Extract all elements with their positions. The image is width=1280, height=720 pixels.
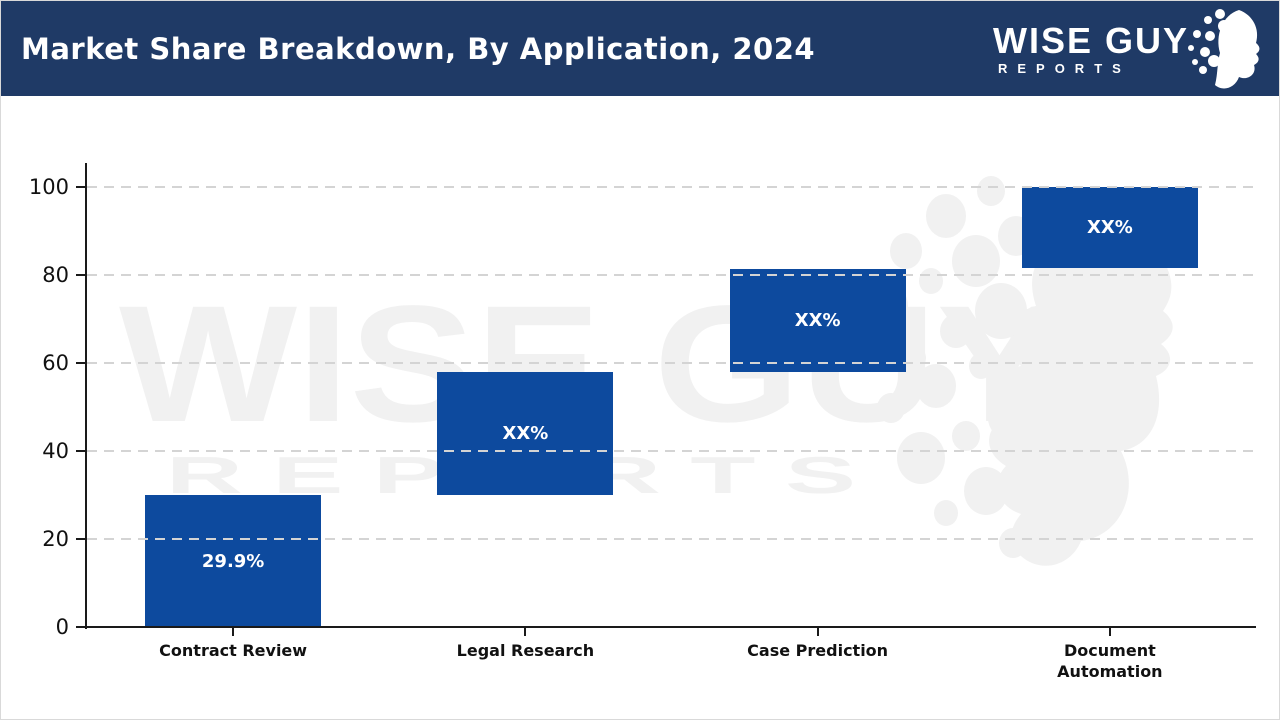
y-axis-line	[85, 163, 87, 629]
gridline-80	[87, 274, 1256, 276]
x-axis-label-0: Contract Review	[159, 641, 308, 660]
bar-document-automation: XX%	[1021, 187, 1198, 269]
x-axis-label-1: Legal Research	[456, 641, 595, 660]
logo-wordmark: WISE GUY	[992, 19, 1189, 61]
bar-value-label: XX%	[794, 309, 841, 331]
x-tick-3	[1108, 628, 1111, 636]
y-tick-40	[76, 450, 85, 452]
y-tick-20	[76, 538, 85, 540]
x-axis-line	[85, 626, 1256, 628]
x-tick-1	[524, 628, 527, 636]
x-tick-0	[232, 628, 235, 636]
wise-guy-logo: WISE GUY REPORTS	[993, 6, 1267, 92]
gridline-40	[87, 450, 1256, 452]
page-title: Market Share Breakdown, By Application, …	[21, 31, 816, 66]
y-tick-label-20: 20	[42, 527, 69, 551]
y-tick-100	[76, 186, 85, 188]
bar-value-label: XX%	[502, 423, 549, 445]
bar-value-label: 29.9%	[201, 550, 265, 572]
gridline-60	[87, 362, 1256, 364]
y-tick-label-80: 80	[42, 263, 69, 287]
x-tick-2	[816, 628, 819, 636]
logo-text: WISE GUY REPORTS	[992, 19, 1189, 76]
x-axis-label-2: Case Prediction	[747, 641, 889, 660]
y-tick-label-0: 0	[55, 615, 69, 639]
gridline-100	[87, 186, 1256, 188]
bar-contract-review: 29.9%	[145, 495, 322, 627]
bar-legal-research: XX%	[437, 371, 614, 496]
header-bar: Market Share Breakdown, By Application, …	[1, 1, 1279, 96]
logo-subtitle: REPORTS	[997, 60, 1131, 76]
bar-value-label: XX%	[1086, 217, 1133, 239]
y-tick-label-100: 100	[28, 175, 69, 199]
y-tick-0	[76, 626, 85, 628]
logo-head-icon	[1188, 8, 1260, 88]
x-axis-label-3: Document Automation	[1057, 641, 1163, 681]
y-tick-label-60: 60	[42, 351, 69, 375]
bar-case-prediction: XX%	[729, 268, 906, 372]
y-tick-80	[76, 274, 85, 276]
y-tick-60	[76, 362, 85, 364]
y-tick-label-40: 40	[42, 439, 69, 463]
gridline-20	[87, 538, 1256, 540]
